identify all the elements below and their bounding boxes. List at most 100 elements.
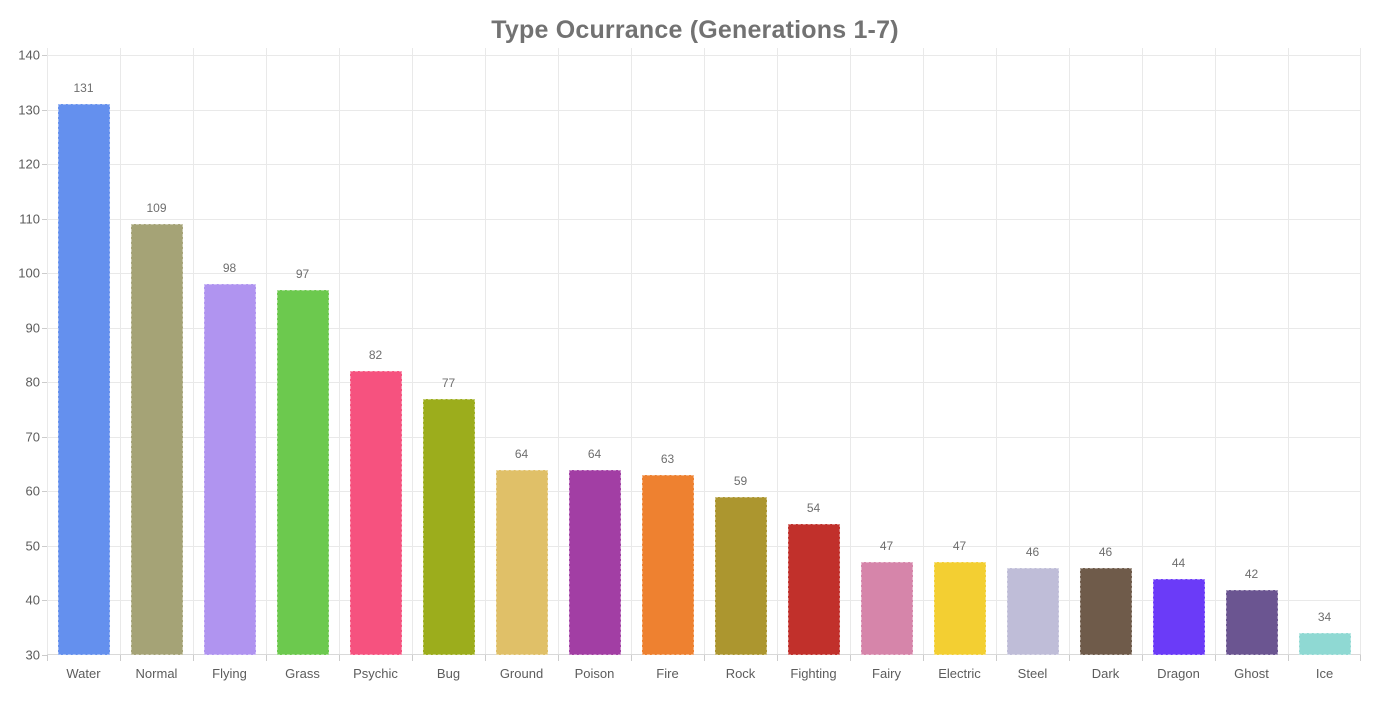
bar-value-label: 63 <box>660 452 675 466</box>
gridline-v <box>850 48 851 655</box>
x-axis-line <box>47 654 1361 655</box>
y-axis-tick <box>42 491 47 493</box>
x-axis-category-label: Ground <box>499 666 544 681</box>
x-axis-tick <box>1288 655 1289 661</box>
x-axis-tick <box>1142 655 1143 661</box>
gridline-v <box>558 48 559 655</box>
y-axis-tick-label: 50 <box>25 538 40 554</box>
bar-grass <box>276 289 329 655</box>
gridline-v <box>120 48 121 655</box>
x-axis-tick <box>558 655 559 661</box>
chart-title: Type Ocurrance (Generations 1-7) <box>491 16 899 44</box>
bar-value-label: 131 <box>73 81 94 96</box>
x-axis-tick <box>120 655 121 661</box>
bar-steel <box>1006 567 1059 655</box>
y-axis-tick <box>42 218 47 220</box>
y-axis-tick <box>42 109 47 111</box>
x-axis-category-label: Steel <box>1017 666 1048 681</box>
x-axis-category-label: Grass <box>285 666 320 681</box>
y-axis-tick-label: 30 <box>25 647 40 663</box>
y-axis-tick <box>42 382 47 384</box>
bar-value-label: 46 <box>1098 544 1113 559</box>
gridline-v <box>485 48 486 655</box>
gridline-v <box>704 48 705 655</box>
x-axis-category-label: Fire <box>656 666 679 681</box>
x-axis-tick <box>1069 655 1070 661</box>
bar-ground <box>495 469 548 655</box>
x-axis-category-label: Normal <box>135 666 178 681</box>
bar-fighting <box>787 524 840 655</box>
bar-fairy <box>860 562 913 655</box>
x-axis-tick <box>923 655 924 661</box>
gridline-v <box>996 48 997 655</box>
x-axis-category-label: Water <box>66 666 101 681</box>
x-axis-category-label: Flying <box>212 666 247 681</box>
bar-value-label: 64 <box>514 446 529 461</box>
gridline-v <box>47 48 48 655</box>
y-axis-tick-label: 80 <box>25 374 40 390</box>
y-axis-tick-label: 140 <box>18 47 40 63</box>
y-axis-tick-label: 110 <box>19 211 40 227</box>
x-axis-tick <box>996 655 997 661</box>
y-axis-tick-label: 120 <box>18 156 40 172</box>
x-axis-tick <box>1360 655 1361 661</box>
bar-value-label: 54 <box>806 501 821 516</box>
bar-poison <box>568 469 621 655</box>
x-axis-category-label: Bug <box>436 666 461 681</box>
gridline-v <box>631 48 632 655</box>
x-axis-tick <box>339 655 340 661</box>
bar-ghost <box>1225 589 1278 655</box>
bar-flying <box>203 284 256 655</box>
x-axis-category-label: Dragon <box>1157 666 1200 681</box>
x-axis-tick <box>631 655 632 661</box>
plot-area: 131 Water 109 Normal 98 Flying 97 Grass 82 Psychi… <box>42 48 1361 681</box>
x-axis-category-label: Electric <box>938 666 981 681</box>
bar-value-label: 109 <box>146 201 167 216</box>
x-axis-tick <box>777 655 778 661</box>
bar-value-label: 97 <box>295 266 310 281</box>
x-axis-category-label: Ice <box>1315 666 1334 681</box>
y-axis-tick <box>42 273 47 275</box>
y-axis-tick-label: 70 <box>25 429 40 445</box>
bar-fire <box>641 475 694 655</box>
bar-value-label: 42 <box>1244 566 1259 581</box>
y-axis-tick <box>42 327 47 329</box>
bar-value-label: 98 <box>222 261 237 276</box>
x-axis-tick <box>850 655 851 661</box>
gridline-v <box>777 48 778 655</box>
x-axis-tick <box>47 655 48 661</box>
x-axis-category-label: Dark <box>1091 666 1120 681</box>
x-axis-tick <box>485 655 486 661</box>
x-axis-category-label: Fairy <box>872 666 901 681</box>
gridline-v <box>193 48 194 655</box>
bar-value-label: 77 <box>441 375 456 390</box>
bar-normal <box>130 224 183 655</box>
x-axis-category-label: Poison <box>574 666 615 681</box>
y-axis-tick <box>42 164 47 166</box>
y-axis-tick <box>42 55 47 56</box>
bar-bug <box>422 398 475 655</box>
bar-ice <box>1298 633 1351 655</box>
y-axis-tick-label: 90 <box>25 320 40 336</box>
bar-dragon <box>1152 578 1205 655</box>
gridline-v <box>1288 48 1289 655</box>
y-axis-tick-label: 130 <box>18 102 40 118</box>
x-axis-category-label: Ghost <box>1234 666 1269 681</box>
x-axis-tick <box>193 655 194 661</box>
y-axis-tick-label: 60 <box>25 483 40 499</box>
x-axis-tick <box>704 655 705 661</box>
gridline-v <box>266 48 267 655</box>
y-axis-tick-label: 100 <box>18 265 40 281</box>
bar-value-label: 34 <box>1317 610 1332 625</box>
y-axis-tick <box>42 655 47 656</box>
x-axis-category-label: Fighting <box>790 666 837 681</box>
bar-electric <box>933 562 986 655</box>
y-axis: 140 130 120 110 100 90 80 70 60 50 40 30 <box>0 48 40 663</box>
bar-psychic <box>349 371 402 655</box>
y-axis-tick <box>42 545 47 547</box>
bar-water <box>57 104 110 655</box>
x-axis-category-label: Rock <box>725 666 756 681</box>
x-axis-tick <box>412 655 413 661</box>
gridline-v <box>339 48 340 655</box>
